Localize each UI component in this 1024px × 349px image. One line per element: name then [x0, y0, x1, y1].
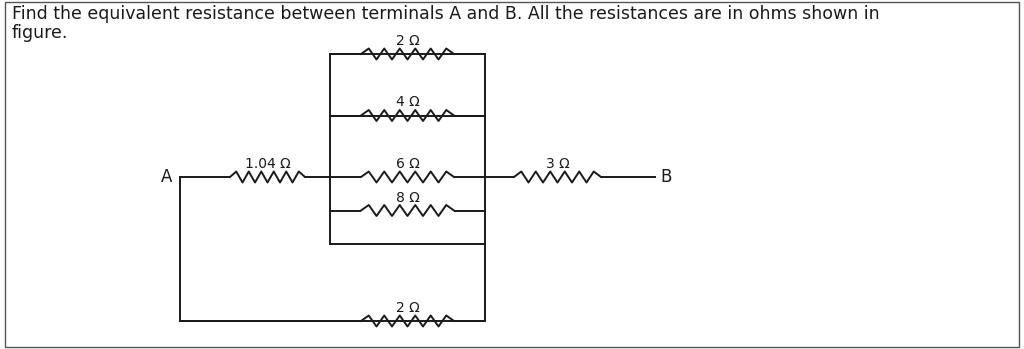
Text: 8 Ω: 8 Ω: [395, 191, 420, 205]
Text: 3 Ω: 3 Ω: [546, 157, 569, 171]
Text: figure.: figure.: [12, 24, 69, 42]
Text: A: A: [161, 168, 172, 186]
Text: 2 Ω: 2 Ω: [395, 301, 420, 315]
Text: 1.04 Ω: 1.04 Ω: [245, 157, 291, 171]
Text: Find the equivalent resistance between terminals A and B. All the resistances ar: Find the equivalent resistance between t…: [12, 5, 880, 23]
Text: 6 Ω: 6 Ω: [395, 157, 420, 171]
Text: 2 Ω: 2 Ω: [395, 34, 420, 48]
Text: 4 Ω: 4 Ω: [395, 96, 420, 110]
Text: B: B: [660, 168, 672, 186]
